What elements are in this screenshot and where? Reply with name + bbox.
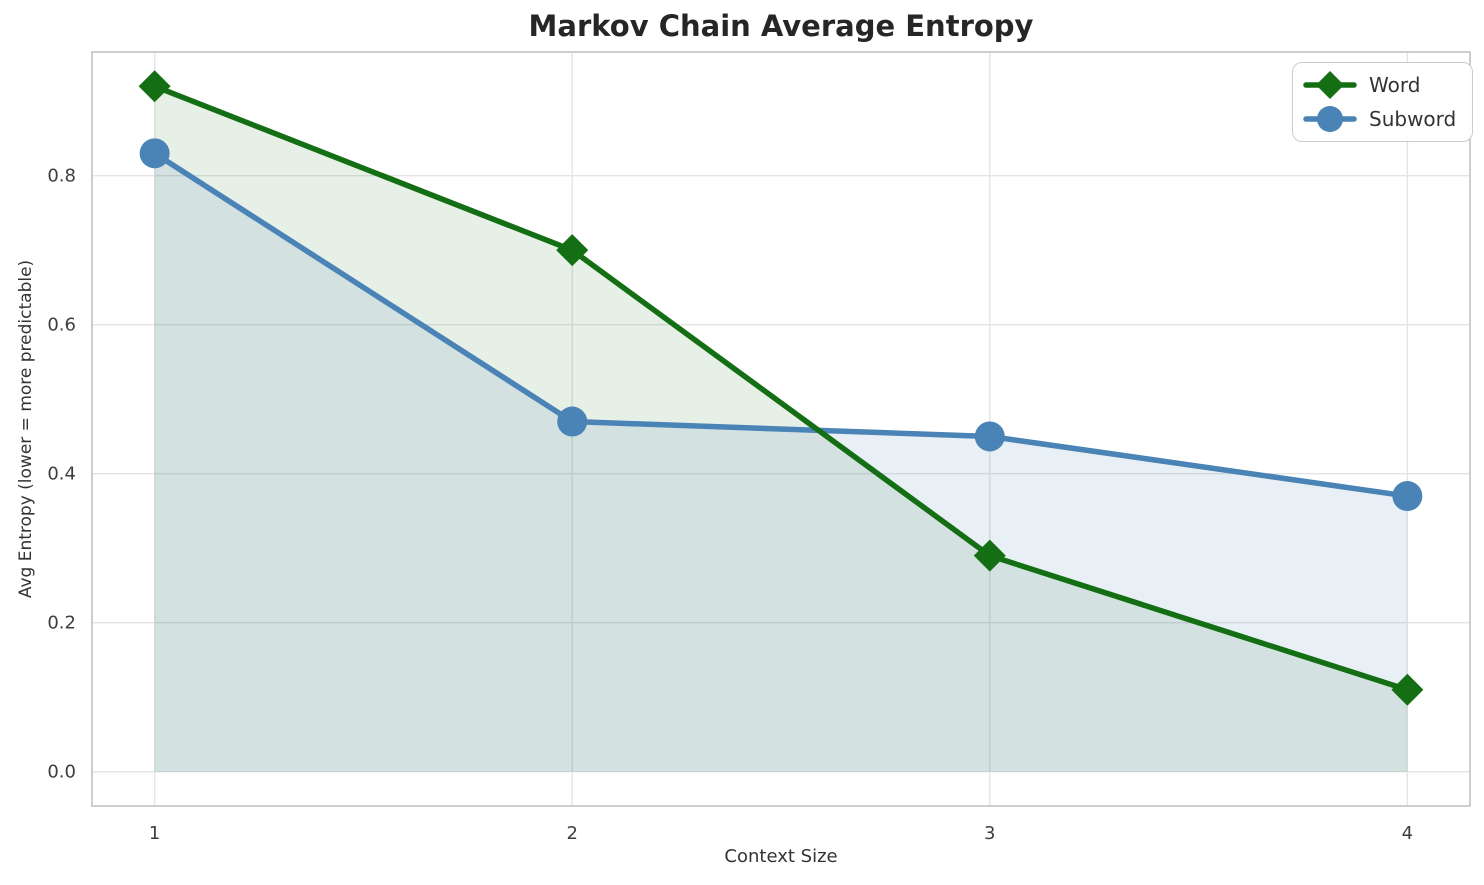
subword-data-point xyxy=(1392,481,1423,512)
plot-frame xyxy=(91,51,1471,807)
subword-data-point xyxy=(139,138,170,169)
word-data-point xyxy=(138,70,171,103)
y-axis-label: Avg Entropy (lower = more predictable) xyxy=(16,259,36,599)
series-layer xyxy=(138,70,1424,706)
chart-title: Markov Chain Average Entropy xyxy=(528,9,1034,43)
subword-data-point xyxy=(974,421,1005,452)
word-series-line xyxy=(151,83,1411,693)
y-tick-label: 0.0 xyxy=(47,762,76,783)
legend-marker-sample xyxy=(1316,71,1344,99)
grid-layer xyxy=(92,52,1470,806)
subword-legend-marker-icon xyxy=(1303,106,1357,132)
y-tick-label: 0.4 xyxy=(47,464,76,485)
subword-series-line xyxy=(151,150,1411,499)
y-tick-label: 0.8 xyxy=(47,166,76,187)
legend-label-word: Word xyxy=(1369,73,1421,97)
legend-item-word: Word xyxy=(1303,68,1456,102)
legend-label-subword: Subword xyxy=(1369,107,1457,131)
legend: Word Subword xyxy=(1292,62,1474,142)
word-legend-marker-icon xyxy=(1303,71,1357,99)
tick-label-layer: 1 2 3 4 0.0 0.2 0.4 0.6 0.8 xyxy=(47,166,1413,844)
word-data-point xyxy=(1391,673,1424,706)
subword-data-point xyxy=(557,406,588,437)
legend-marker-sample xyxy=(1317,106,1343,132)
legend-item-subword: Subword xyxy=(1303,102,1456,136)
x-axis-label: Context Size xyxy=(724,846,838,867)
x-tick-label: 2 xyxy=(566,823,577,844)
y-tick-label: 0.6 xyxy=(47,315,76,336)
x-tick-label: 1 xyxy=(149,823,160,844)
y-tick-label: 0.2 xyxy=(47,613,76,634)
word-data-point xyxy=(556,234,589,267)
x-tick-label: 3 xyxy=(984,823,995,844)
subword-fill-area xyxy=(154,153,1408,772)
word-data-point xyxy=(973,539,1006,572)
x-tick-label: 4 xyxy=(1402,823,1413,844)
